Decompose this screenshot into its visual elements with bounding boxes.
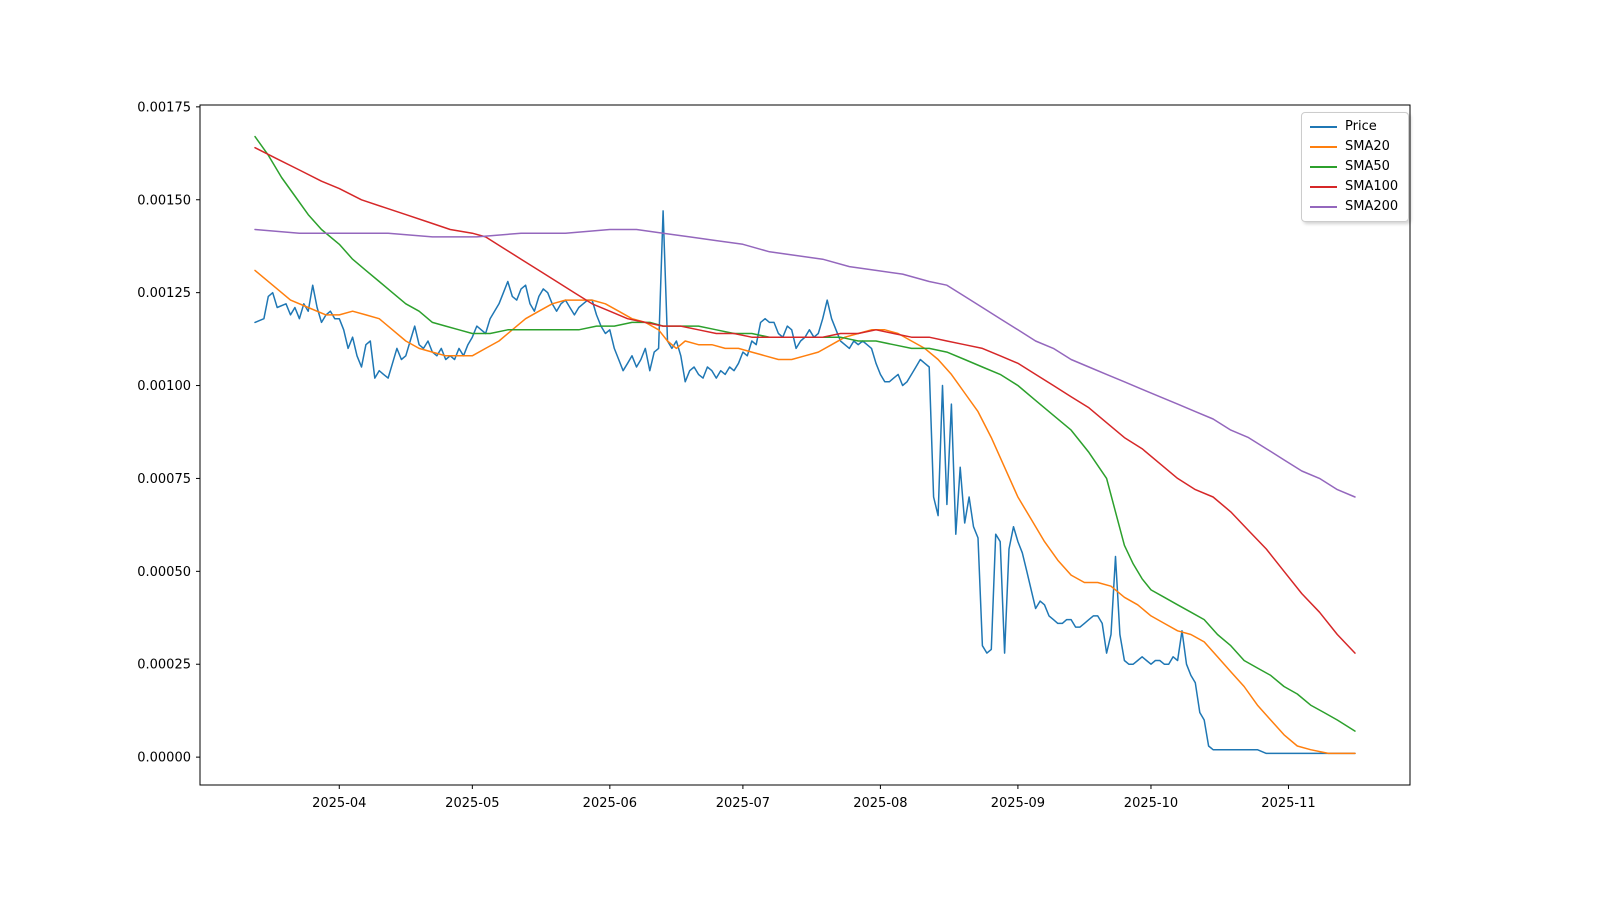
series-line-sma100 (254, 146, 1356, 654)
legend-item-sma200: SMA200 (1310, 199, 1398, 215)
series-line-sma200 (254, 228, 1356, 498)
y-tick-label: 0.00125 (137, 286, 191, 301)
legend-line-swatch (1310, 146, 1337, 148)
legend-label: SMA100 (1345, 179, 1399, 194)
x-tick-label: 2025-08 (853, 796, 907, 811)
y-tick-label: 0.00150 (137, 193, 191, 208)
y-tick-label: 0.00050 (137, 565, 191, 580)
y-tick-label: 0.00075 (137, 472, 191, 487)
y-tick-label: 0.00025 (137, 658, 191, 673)
legend-label: SMA50 (1345, 159, 1390, 174)
x-tick-label: 2025-04 (312, 796, 366, 811)
legend-label: SMA20 (1345, 139, 1390, 154)
legend-line-swatch (1310, 206, 1337, 208)
x-tick-label: 2025-09 (991, 796, 1045, 811)
x-tick-label: 2025-11 (1261, 796, 1315, 811)
y-tick-label: 0.00175 (137, 100, 191, 115)
series-line-sma50 (254, 135, 1356, 732)
y-tick-label: 0.00100 (137, 379, 191, 394)
y-tick-label: 0.00000 (137, 751, 191, 766)
legend-item-price: Price (1310, 119, 1398, 135)
x-tick-label: 2025-10 (1124, 796, 1178, 811)
legend-item-sma20: SMA20 (1310, 139, 1398, 155)
axes-frame (199, 104, 1411, 786)
legend-label: SMA200 (1345, 199, 1399, 214)
x-tick-label: 2025-06 (583, 796, 637, 811)
legend-line-swatch (1310, 186, 1337, 188)
x-tick-label: 2025-07 (716, 796, 770, 811)
series-line-sma20 (254, 269, 1356, 755)
legend-label: Price (1345, 119, 1377, 134)
x-tick-label: 2025-05 (445, 796, 499, 811)
legend-item-sma50: SMA50 (1310, 159, 1398, 175)
legend: Price SMA20 SMA50 SMA100 SMA200 (1301, 112, 1410, 222)
legend-line-swatch (1310, 166, 1337, 168)
series-line-price (254, 210, 1356, 755)
legend-item-sma100: SMA100 (1310, 179, 1398, 195)
legend-line-swatch (1310, 126, 1337, 128)
